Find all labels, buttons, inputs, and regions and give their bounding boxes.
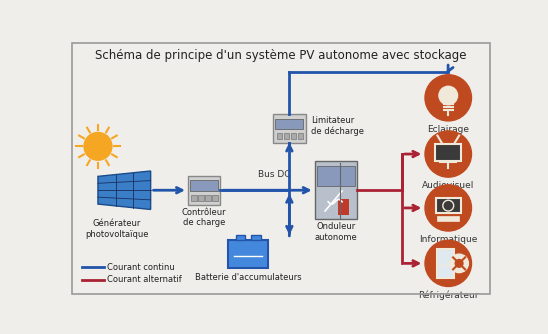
FancyBboxPatch shape xyxy=(338,199,349,215)
Text: Onduleur
autonome: Onduleur autonome xyxy=(315,222,357,241)
FancyBboxPatch shape xyxy=(252,234,261,240)
Text: Schéma de principe d'un système PV autonome avec stockage: Schéma de principe d'un système PV auton… xyxy=(95,49,466,62)
FancyBboxPatch shape xyxy=(190,180,218,191)
Text: Informatique: Informatique xyxy=(419,235,477,244)
FancyBboxPatch shape xyxy=(317,166,355,186)
Circle shape xyxy=(425,131,471,177)
Text: Eclairage: Eclairage xyxy=(427,125,469,134)
FancyBboxPatch shape xyxy=(236,234,245,240)
FancyBboxPatch shape xyxy=(435,144,461,161)
FancyBboxPatch shape xyxy=(277,133,282,139)
Circle shape xyxy=(450,254,469,273)
FancyBboxPatch shape xyxy=(276,119,304,129)
Text: Courant alternatif: Courant alternatif xyxy=(107,275,182,284)
Text: Réfrigérateur: Réfrigérateur xyxy=(418,290,478,300)
FancyBboxPatch shape xyxy=(198,195,204,201)
Circle shape xyxy=(425,185,471,231)
FancyBboxPatch shape xyxy=(188,176,220,205)
Text: Limitateur
de décharge: Limitateur de décharge xyxy=(311,116,364,136)
FancyBboxPatch shape xyxy=(437,216,459,221)
FancyBboxPatch shape xyxy=(298,133,303,139)
FancyBboxPatch shape xyxy=(290,133,296,139)
FancyBboxPatch shape xyxy=(283,133,289,139)
Text: Générateur
photovoltaïque: Générateur photovoltaïque xyxy=(85,219,149,239)
FancyBboxPatch shape xyxy=(436,198,461,213)
Polygon shape xyxy=(98,171,151,209)
FancyBboxPatch shape xyxy=(212,195,218,201)
Text: Batterie d'accumulateurs: Batterie d'accumulateurs xyxy=(195,273,301,282)
FancyBboxPatch shape xyxy=(315,161,357,219)
Text: Courant continu: Courant continu xyxy=(107,263,175,272)
FancyBboxPatch shape xyxy=(191,195,197,201)
Circle shape xyxy=(439,86,458,105)
FancyBboxPatch shape xyxy=(206,195,211,201)
Text: Audiovisuel: Audiovisuel xyxy=(422,181,475,190)
Text: Contrôleur
de charge: Contrôleur de charge xyxy=(182,208,226,227)
Circle shape xyxy=(84,133,112,160)
FancyBboxPatch shape xyxy=(273,114,306,143)
Circle shape xyxy=(425,75,471,121)
Circle shape xyxy=(455,260,463,267)
FancyBboxPatch shape xyxy=(437,249,454,278)
FancyBboxPatch shape xyxy=(228,240,269,268)
Circle shape xyxy=(425,240,471,287)
Text: Bus DC: Bus DC xyxy=(258,170,290,179)
